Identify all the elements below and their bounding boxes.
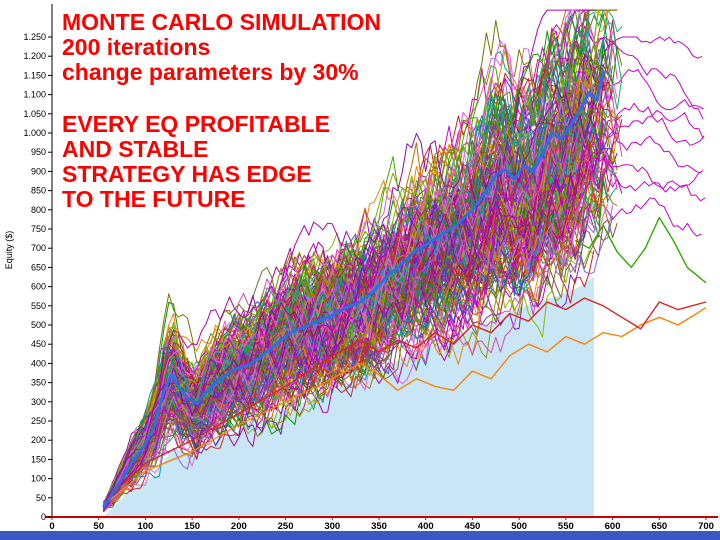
- y-tick-label: 0: [41, 512, 46, 522]
- x-tick-label: 400: [418, 521, 434, 531]
- orange-outlier: [107, 307, 707, 503]
- x-tick-label: 500: [511, 521, 527, 531]
- annotation-line: EVERY EQ PROFITABLE: [62, 111, 330, 137]
- x-tick-label: 300: [324, 521, 340, 531]
- y-axis-title: Equity ($): [4, 231, 14, 270]
- x-tick-label: 550: [558, 521, 574, 531]
- annotation-line: AND STABLE: [62, 136, 209, 162]
- y-tick-label: 1.050: [23, 109, 46, 119]
- mc-line: [102, 125, 590, 506]
- y-tick-label: 50: [36, 493, 46, 503]
- mc-line: [102, 9, 604, 504]
- green-outlier: [574, 216, 707, 284]
- mc-line: [103, 28, 600, 508]
- x-tick-label: 150: [184, 521, 200, 531]
- bottom-strip: [0, 531, 720, 540]
- y-tick-label: 500: [31, 320, 46, 330]
- y-tick-label: 150: [31, 454, 46, 464]
- x-tick-label: 650: [651, 521, 667, 531]
- mc-line: [103, 10, 590, 510]
- mc-line: [103, 118, 609, 509]
- y-tick-label: 600: [31, 282, 46, 292]
- mc-line: [103, 73, 585, 512]
- annotation-line: STRATEGY HAS EDGE: [62, 161, 312, 187]
- y-tick-label: 1.200: [23, 51, 46, 61]
- y-tick-label: 400: [31, 358, 46, 368]
- mc-line: [102, 174, 585, 508]
- y-tick-label: 750: [31, 224, 46, 234]
- x-tick-label: 250: [278, 521, 294, 531]
- mc-line: [102, 133, 585, 508]
- mc-line: [102, 13, 609, 511]
- red-outlier: [107, 297, 707, 499]
- mc-line: [103, 122, 618, 510]
- annotation-line: 200 iterations: [62, 34, 211, 60]
- y-tick-label: 700: [31, 243, 46, 253]
- y-tick-label: 1.150: [23, 70, 46, 80]
- y-tick-label: 450: [31, 339, 46, 349]
- x-tick-label: 50: [93, 521, 104, 531]
- x-tick-label: 0: [49, 521, 54, 531]
- annotation-line: change parameters by 30%: [62, 59, 359, 85]
- mc-lines-group: [102, 9, 707, 513]
- annotation-line: MONTE CARLO SIMULATION: [62, 9, 381, 35]
- mc-line: [103, 205, 614, 511]
- mc-line: [102, 145, 590, 512]
- y-tick-label: 200: [31, 435, 46, 445]
- y-tick-label: 1.250: [23, 32, 46, 42]
- mc-line: [103, 9, 604, 507]
- y-tick-label: 250: [31, 416, 46, 426]
- y-tick-label: 300: [31, 397, 46, 407]
- mc-line: [102, 71, 623, 505]
- x-tick-label: 100: [137, 521, 153, 531]
- x-tick-label: 350: [371, 521, 387, 531]
- x-tick-label: 600: [605, 521, 621, 531]
- y-tick-label: 550: [31, 301, 46, 311]
- annotation-conclusion: EVERY EQ PROFITABLE AND STABLE STRATEGY …: [62, 112, 330, 212]
- y-tick-label: 350: [31, 378, 46, 388]
- mean-equity-line: [102, 71, 605, 509]
- y-tick-label: 650: [31, 262, 46, 272]
- x-tick-label: 450: [464, 521, 480, 531]
- y-tick-label: 850: [31, 186, 46, 196]
- annotation-simulation: MONTE CARLO SIMULATION 200 iterations ch…: [62, 10, 381, 85]
- shaded-area: [103, 277, 594, 517]
- x-tick-label: 700: [698, 521, 714, 531]
- x-tick-label: 200: [231, 521, 247, 531]
- y-tick-label: 900: [31, 166, 46, 176]
- y-tick-label: 800: [31, 205, 46, 215]
- y-tick-label: 1.100: [23, 90, 46, 100]
- y-tick-label: 950: [31, 147, 46, 157]
- mc-line: [102, 200, 571, 506]
- y-tick-label: 1.000: [23, 128, 46, 138]
- annotation-line: TO THE FUTURE: [62, 186, 246, 212]
- y-tick-label: 100: [31, 474, 46, 484]
